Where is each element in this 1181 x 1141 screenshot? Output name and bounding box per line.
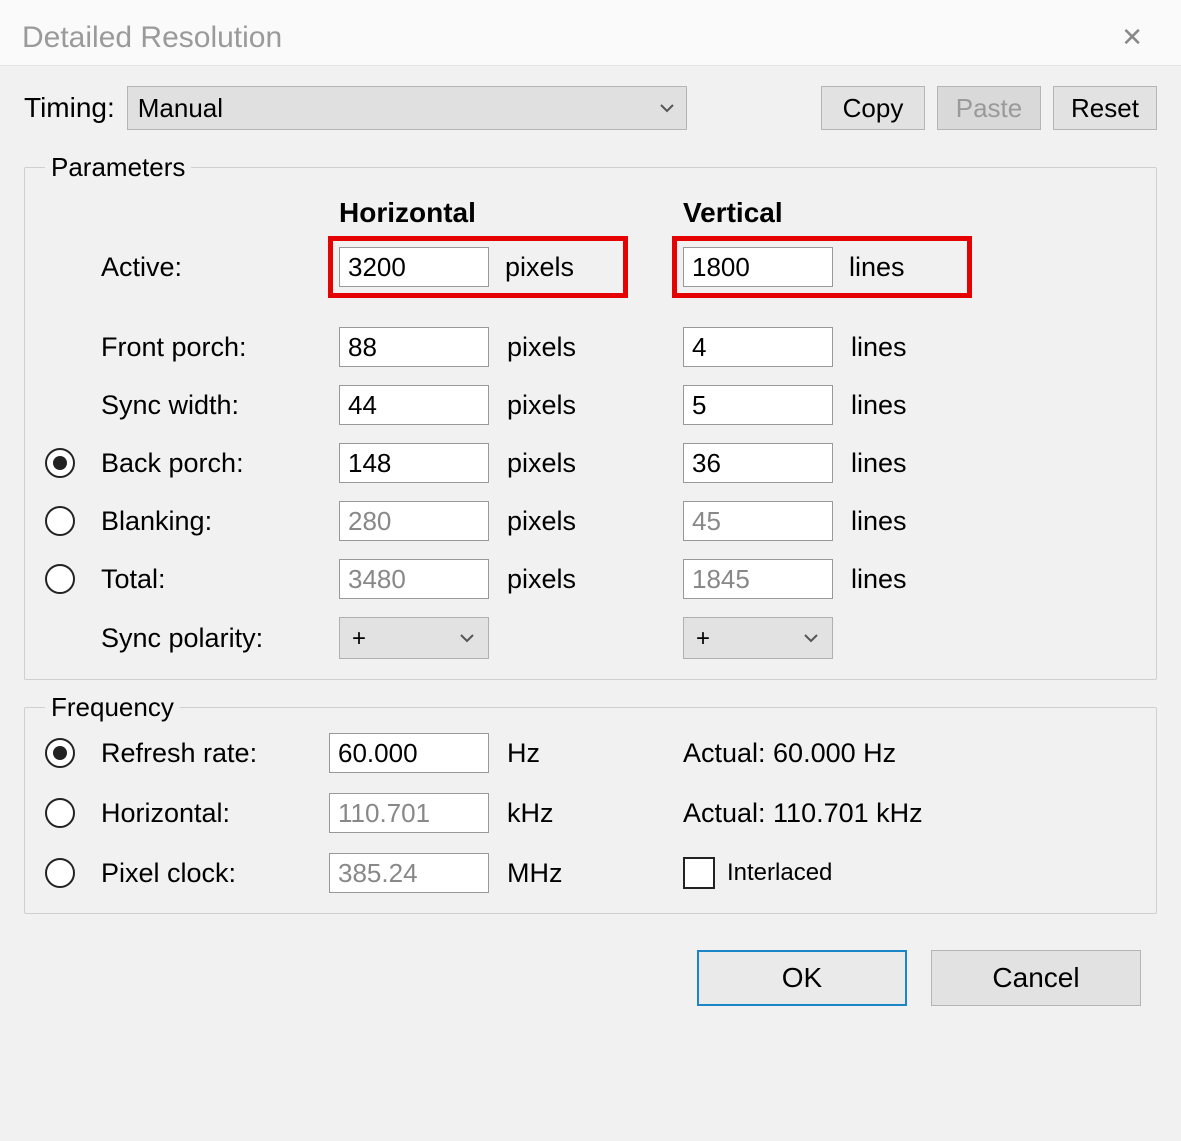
front-porch-h-unit: pixels <box>507 332 617 363</box>
dialog-window: Detailed Resolution ✕ Timing: Manual Cop… <box>0 0 1181 1141</box>
active-h-highlight: pixels <box>339 247 617 287</box>
back-porch-h-unit: pixels <box>507 448 617 479</box>
blanking-v-unit: lines <box>851 506 961 537</box>
front-porch-h-input[interactable] <box>339 327 489 367</box>
total-v-input <box>683 559 833 599</box>
back-porch-radio[interactable] <box>45 448 75 478</box>
horizontal-header: Horizontal <box>339 197 617 229</box>
sync-width-label: Sync width: <box>101 390 331 421</box>
ok-button[interactable]: OK <box>697 950 907 1006</box>
frequency-grid: Refresh rate: Hz Actual: 60.000 Hz Horiz… <box>45 733 1136 893</box>
back-porch-v-unit: lines <box>851 448 961 479</box>
sync-polarity-h-select[interactable]: + <box>339 617 489 659</box>
timing-select[interactable]: Manual <box>127 86 687 130</box>
active-v-highlight: lines <box>683 247 961 287</box>
active-h-unit: pixels <box>505 252 574 283</box>
back-porch-label: Back porch: <box>101 448 331 479</box>
close-icon[interactable]: ✕ <box>1111 18 1153 57</box>
total-h-input <box>339 559 489 599</box>
total-label: Total: <box>101 564 331 595</box>
horizontal-freq-radio[interactable] <box>45 798 75 828</box>
front-porch-v-input[interactable] <box>683 327 833 367</box>
interlaced-label: Interlaced <box>727 859 832 887</box>
back-porch-v-input[interactable] <box>683 443 833 483</box>
frequency-group: Frequency Refresh rate: Hz Actual: 60.00… <box>24 692 1157 914</box>
horizontal-freq-label: Horizontal: <box>101 798 321 829</box>
blanking-label: Blanking: <box>101 506 331 537</box>
interlaced-wrap: Interlaced <box>683 857 1093 889</box>
copy-button[interactable]: Copy <box>821 86 925 130</box>
active-label: Active: <box>101 252 331 283</box>
active-v-unit: lines <box>849 252 905 283</box>
cancel-button[interactable]: Cancel <box>931 950 1141 1006</box>
paste-button: Paste <box>937 86 1041 130</box>
vertical-header: Vertical <box>683 197 961 229</box>
blanking-h-unit: pixels <box>507 506 617 537</box>
blanking-v-input <box>683 501 833 541</box>
active-v-input[interactable] <box>683 247 833 287</box>
pixel-clock-radio[interactable] <box>45 858 75 888</box>
refresh-rate-actual: Actual: 60.000 Hz <box>683 738 1093 769</box>
pixel-clock-input <box>329 853 489 893</box>
sync-width-v-unit: lines <box>851 390 961 421</box>
front-porch-label: Front porch: <box>101 332 331 363</box>
timing-row: Timing: Manual Copy Paste Reset <box>0 66 1181 140</box>
refresh-rate-label: Refresh rate: <box>101 738 321 769</box>
blanking-radio[interactable] <box>45 506 75 536</box>
total-h-unit: pixels <box>507 564 617 595</box>
timing-label: Timing: <box>24 92 115 124</box>
horizontal-freq-actual: Actual: 110.701 kHz <box>683 798 1093 829</box>
pixel-clock-unit: MHz <box>507 858 587 889</box>
sync-width-h-input[interactable] <box>339 385 489 425</box>
parameters-grid: Horizontal Vertical Active: pixels lines… <box>45 197 1136 659</box>
blanking-h-input <box>339 501 489 541</box>
active-h-input[interactable] <box>339 247 489 287</box>
total-v-unit: lines <box>851 564 961 595</box>
reset-button[interactable]: Reset <box>1053 86 1157 130</box>
sync-polarity-label: Sync polarity: <box>101 623 331 654</box>
refresh-rate-input[interactable] <box>329 733 489 773</box>
sync-width-h-unit: pixels <box>507 390 617 421</box>
refresh-rate-unit: Hz <box>507 738 587 769</box>
front-porch-v-unit: lines <box>851 332 961 363</box>
parameters-legend: Parameters <box>45 152 191 183</box>
pixel-clock-label: Pixel clock: <box>101 858 321 889</box>
frequency-legend: Frequency <box>45 692 180 723</box>
interlaced-checkbox[interactable] <box>683 857 715 889</box>
titlebar: Detailed Resolution ✕ <box>0 0 1181 66</box>
refresh-rate-radio[interactable] <box>45 738 75 768</box>
horizontal-freq-unit: kHz <box>507 798 587 829</box>
dialog-footer: OK Cancel <box>0 922 1181 1006</box>
back-porch-h-input[interactable] <box>339 443 489 483</box>
window-title: Detailed Resolution <box>22 21 282 55</box>
horizontal-freq-input <box>329 793 489 833</box>
total-radio[interactable] <box>45 564 75 594</box>
parameters-group: Parameters Horizontal Vertical Active: p… <box>24 152 1157 680</box>
sync-width-v-input[interactable] <box>683 385 833 425</box>
sync-polarity-v-select[interactable]: + <box>683 617 833 659</box>
